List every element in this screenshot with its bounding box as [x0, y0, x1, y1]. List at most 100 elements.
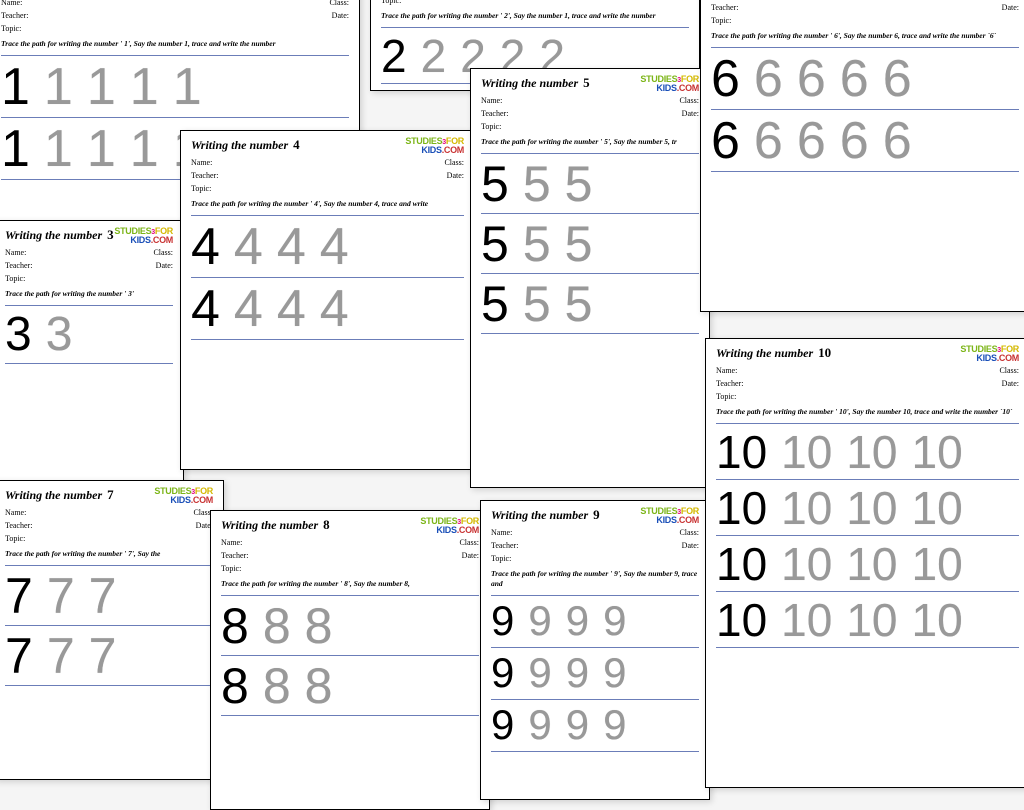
trace-row: 777 [5, 626, 213, 686]
dotted-digit: 10 [912, 593, 963, 647]
solid-digit: 8 [221, 657, 249, 715]
label-topic: Topic: [481, 121, 501, 134]
dotted-digit: 6 [840, 111, 869, 171]
solid-digit: 1 [1, 119, 30, 179]
label-topic: Topic: [5, 273, 25, 286]
dotted-digit: 5 [565, 215, 593, 273]
dotted-digit: 10 [846, 537, 897, 591]
label-date: Date: [332, 10, 349, 23]
label-name: Name: [221, 537, 242, 550]
dotted-digit: 8 [305, 657, 333, 715]
label-name: Name: [5, 507, 26, 520]
solid-digit: 3 [5, 307, 32, 362]
label-topic: Topic: [711, 15, 731, 28]
worksheet-title: Writing the number 8 [221, 517, 330, 533]
worksheet-4: Writing the number 4STUDIES3FORKIDS.COMN… [180, 130, 475, 470]
worksheet-10: Writing the number 10STUDIES3FORKIDS.COM… [705, 338, 1024, 788]
solid-digit: 5 [481, 275, 509, 333]
dotted-digit: 7 [47, 627, 75, 685]
dotted-digit: 5 [565, 275, 593, 333]
dotted-digit: 9 [566, 649, 589, 697]
dotted-digit: 6 [840, 49, 869, 109]
brand-logo: STUDIES3FORKIDS.COM [640, 75, 699, 93]
solid-digit: 4 [191, 279, 220, 339]
dotted-digit: 10 [781, 593, 832, 647]
worksheet-6: Writing the number 6STUDIES3FORKIDS.COMN… [700, 0, 1024, 312]
dotted-digit: 4 [277, 279, 306, 339]
dotted-digit: 7 [89, 567, 117, 625]
label-name: Name: [1, 0, 22, 10]
trace-row: 9999 [491, 596, 699, 648]
worksheet-3: Writing the number 3STUDIES3FORKIDS.COMN… [0, 220, 184, 490]
dotted-digit: 9 [566, 597, 589, 645]
dotted-digit: 6 [754, 111, 783, 171]
trace-row: 555 [481, 214, 699, 274]
label-teacher: Teacher: [481, 108, 508, 121]
dotted-digit: 1 [130, 57, 159, 117]
trace-row: 4444 [191, 216, 464, 278]
label-teacher: Teacher: [491, 540, 518, 553]
trace-row: 888 [221, 656, 479, 716]
trace-row: 777 [5, 566, 213, 626]
label-topic: Topic: [1, 23, 21, 36]
dotted-digit: 6 [883, 111, 912, 171]
dotted-digit: 7 [47, 567, 75, 625]
solid-digit: 9 [491, 649, 514, 697]
dotted-digit: 10 [846, 593, 897, 647]
dotted-digit: 2 [421, 29, 447, 83]
brand-logo: STUDIES3FORKIDS.COM [114, 227, 173, 245]
label-class: Class: [679, 527, 699, 540]
label-date: Date: [682, 108, 699, 121]
dotted-digit: 5 [523, 275, 551, 333]
solid-digit: 9 [491, 701, 514, 749]
brand-logo: STUDIES3FORKIDS.COM [640, 507, 699, 525]
dotted-digit: 10 [781, 425, 832, 479]
solid-digit: 1 [1, 57, 30, 117]
label-name: Name: [191, 157, 212, 170]
trace-row: 9999 [491, 648, 699, 700]
trace-row: 66666 [711, 48, 1019, 110]
dotted-digit: 1 [87, 57, 116, 117]
dotted-digit: 3 [46, 307, 73, 362]
label-name: Name: [481, 95, 502, 108]
trace-row: 11111 [1, 56, 349, 118]
dotted-digit: 10 [846, 481, 897, 535]
solid-digit: 7 [5, 567, 33, 625]
trace-row: 9999 [491, 700, 699, 752]
dotted-digit: 5 [523, 215, 551, 273]
brand-logo: STUDIES3FORKIDS.COM [405, 137, 464, 155]
label-teacher: Teacher: [5, 520, 32, 533]
dotted-digit: 9 [566, 701, 589, 749]
label-class: Class: [329, 0, 349, 10]
trace-row: 10101010 [716, 424, 1019, 480]
dotted-digit: 1 [173, 57, 202, 117]
instruction-text: Trace the path for writing the number ' … [711, 31, 1019, 41]
label-teacher: Teacher: [221, 550, 248, 563]
dotted-digit: 1 [44, 119, 73, 179]
solid-digit: 4 [191, 217, 220, 277]
label-date: Date: [1002, 2, 1019, 15]
dotted-digit: 8 [263, 597, 291, 655]
worksheet-title: Writing the number 10 [716, 345, 831, 361]
dotted-digit: 10 [846, 425, 897, 479]
dotted-digit: 9 [603, 701, 626, 749]
label-date: Date: [156, 260, 173, 273]
solid-digit: 5 [481, 215, 509, 273]
trace-row: 33 [5, 306, 173, 364]
label-class: Class: [153, 247, 173, 260]
instruction-text: Trace the path for writing the number ' … [481, 137, 699, 147]
instruction-text: Trace the path for writing the number ' … [1, 39, 349, 49]
label-topic: Topic: [491, 553, 511, 566]
trace-row: 4444 [191, 278, 464, 340]
trace-row: 555 [481, 274, 699, 334]
label-date: Date: [447, 170, 464, 183]
dotted-digit: 7 [89, 627, 117, 685]
label-topic: Topic: [5, 533, 25, 546]
dotted-digit: 4 [320, 279, 349, 339]
trace-row: 555 [481, 154, 699, 214]
solid-digit: 6 [711, 49, 740, 109]
trace-row: 10101010 [716, 592, 1019, 648]
label-date: Date: [682, 540, 699, 553]
instruction-text: Trace the path for writing the number ' … [491, 569, 699, 589]
dotted-digit: 1 [87, 119, 116, 179]
